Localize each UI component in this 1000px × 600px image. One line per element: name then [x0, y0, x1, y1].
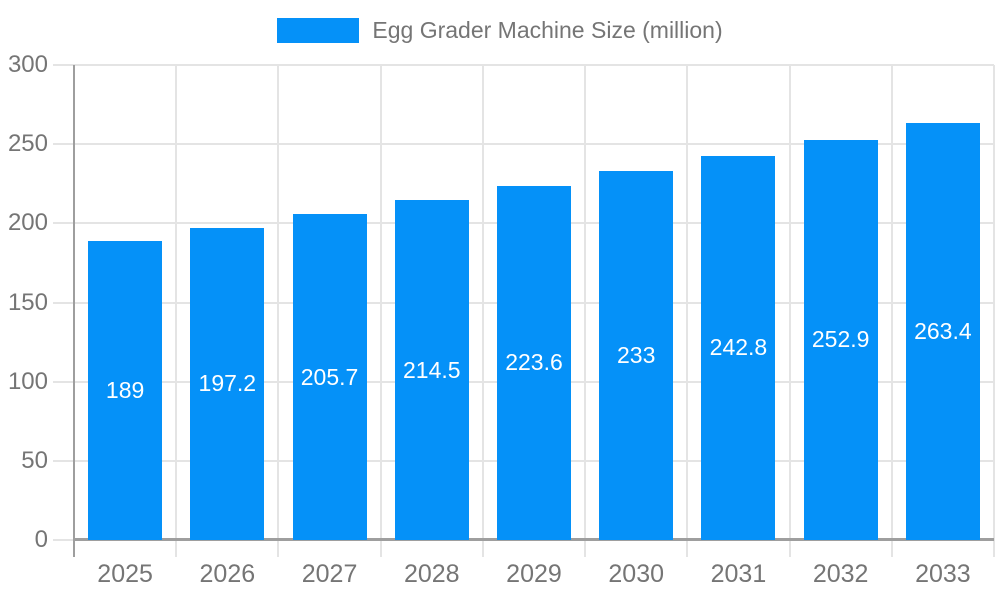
- x-tick-label: 2028: [403, 560, 460, 588]
- x-tick-label: 2033: [915, 560, 971, 588]
- legend: Egg Grader Machine Size (million): [0, 17, 1000, 43]
- x-gridline: [584, 65, 587, 557]
- x-gridline: [890, 65, 893, 557]
- bar: 263.4: [905, 122, 980, 540]
- bar: 205.7: [292, 214, 367, 540]
- y-axis-line: [73, 65, 75, 557]
- y-gridline: [53, 143, 994, 146]
- x-gridline: [993, 65, 995, 557]
- bar: 214.5: [394, 200, 469, 540]
- y-gridline: [53, 64, 994, 66]
- x-tick-label: 2029: [506, 560, 562, 588]
- bar: 197.2: [190, 227, 265, 540]
- x-tick-label: 2025: [97, 560, 153, 588]
- bar-value-label: 252.9: [811, 326, 870, 353]
- bar-value-label: 242.8: [709, 334, 768, 361]
- x-gridline: [481, 65, 484, 557]
- x-gridline: [175, 65, 178, 557]
- y-tick-label: 250: [7, 130, 48, 158]
- plot-area: 0 50 100 150 200 250 300 189 2025 197.2 2026 205.7 2…: [8, 52, 995, 588]
- x-gridline: [788, 65, 791, 557]
- y-tick-label: 50: [21, 446, 48, 474]
- bar-value-label: 189: [105, 376, 145, 403]
- y-tick-label: 300: [7, 51, 48, 78]
- y-tick-label: 200: [7, 209, 48, 237]
- bar-value-label: 205.7: [300, 363, 359, 390]
- legend-swatch: [277, 17, 360, 43]
- bar: 242.8: [701, 155, 776, 540]
- y-tick: [53, 539, 74, 541]
- y-tick-label: 150: [7, 288, 48, 316]
- bar-value-label: 263.4: [914, 317, 972, 344]
- bar-value-label: 214.5: [402, 356, 461, 383]
- bar: 189: [88, 240, 163, 540]
- bar-value-label: 197.2: [198, 370, 257, 397]
- bar-value-label: 223.6: [505, 349, 563, 376]
- bar: 233: [599, 171, 674, 540]
- y-tick-label: 0: [34, 526, 48, 553]
- x-gridline: [277, 65, 280, 557]
- x-tick-label: 2031: [710, 560, 767, 588]
- y-tick-label: 100: [7, 367, 48, 395]
- bar: 252.9: [803, 139, 878, 540]
- x-tick-label: 2030: [608, 560, 665, 588]
- x-tick-label: 2032: [812, 560, 869, 588]
- legend-label: Egg Grader Machine Size (million): [372, 17, 723, 43]
- bar-value-label: 233: [617, 342, 656, 369]
- bar: 223.6: [496, 185, 571, 540]
- x-gridline: [379, 65, 382, 557]
- x-tick-label: 2026: [199, 560, 256, 588]
- x-tick-label: 2027: [301, 560, 358, 588]
- x-gridline: [686, 65, 689, 557]
